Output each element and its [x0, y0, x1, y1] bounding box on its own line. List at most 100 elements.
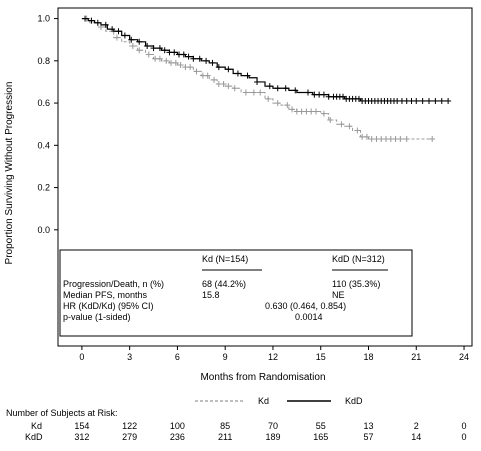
- summary-row-label: Progression/Death, n (%): [63, 279, 164, 289]
- km-chart: 0 3 6 9 12 15 18 21 24 0.0 0.2 0.4 0.6 0.8 1.0 Kd (N=1…: [4, 7, 473, 406]
- censor-mark: [128, 36, 135, 43]
- p-value-label: p-value (1-sided): [63, 312, 131, 322]
- legend-kd-label: Kd: [258, 396, 269, 406]
- risk-cell: 312: [74, 432, 90, 442]
- censor-mark: [171, 49, 178, 56]
- hr-label: HR (KdD/Kd) (95% CI): [63, 301, 154, 311]
- censor-mark: [115, 28, 122, 35]
- censor-mark: [413, 97, 420, 104]
- censor-mark: [432, 97, 439, 104]
- risk-cell: 211: [218, 432, 233, 442]
- risk-cell: 57: [363, 432, 374, 442]
- censor-mark: [180, 51, 187, 58]
- censor-mark: [109, 26, 116, 33]
- censor-mark: [211, 76, 218, 83]
- risk-cell: 0: [461, 421, 467, 431]
- x-tick-label: 15: [316, 352, 326, 362]
- censor-mark: [320, 91, 327, 98]
- risk-cell: 70: [267, 421, 278, 431]
- p-value: 0.0014: [295, 312, 323, 322]
- censor-mark: [231, 85, 238, 92]
- censor-mark: [193, 68, 200, 75]
- censor-mark: [136, 47, 143, 54]
- censor-mark: [215, 64, 222, 71]
- censor-mark: [274, 100, 281, 107]
- censor-mark: [312, 108, 319, 115]
- censor-mark: [225, 66, 232, 73]
- risk-cell: 122: [122, 421, 138, 431]
- legend: Kd KdD: [195, 396, 363, 406]
- censor-mark: [220, 81, 227, 88]
- censor-mark: [346, 123, 353, 130]
- plot-border: [57, 7, 473, 347]
- censor-mark: [254, 78, 261, 85]
- risk-cell: 189: [265, 432, 281, 442]
- y-tick-label: 0.6: [37, 98, 50, 108]
- risk-cell: 279: [122, 432, 138, 442]
- censor-mark: [257, 89, 264, 96]
- censor-mark: [282, 85, 289, 92]
- summary-header-kd: Kd (N=154): [202, 254, 248, 264]
- risk-row-label: Kd: [31, 421, 43, 431]
- plot-frame: [57, 7, 473, 347]
- censor-mark: [150, 45, 157, 52]
- censor-mark: [88, 17, 95, 24]
- censor-mark: [156, 55, 163, 62]
- axis-ticks: 0 3 6 9 12 15 18 21 24 0.0 0.2 0.4 0.6 0.8 1.0: [37, 14, 469, 362]
- censor-mark: [327, 116, 334, 123]
- censor-mark: [187, 64, 194, 71]
- censor-mark: [304, 89, 311, 96]
- censor-mark: [145, 51, 152, 58]
- censor-mark: [163, 57, 170, 64]
- censor-mark: [161, 47, 168, 54]
- y-tick-label: 0.4: [37, 140, 50, 150]
- x-tick-label: 24: [459, 352, 469, 362]
- summary-header-kdd: KdD (N=312): [332, 254, 385, 264]
- censor-mark: [113, 34, 120, 41]
- series-kdd-line: [81, 17, 449, 102]
- summary-row-kd: 15.8: [202, 290, 220, 300]
- y-tick-label: 0.2: [37, 183, 50, 193]
- censor-mark: [204, 72, 211, 79]
- summary-row-kd: 68 (44.2%): [202, 279, 246, 289]
- censor-mark: [144, 43, 151, 50]
- x-axis-label: Months from Randomisation: [200, 372, 325, 383]
- censor-mark: [438, 97, 445, 104]
- summary-table: Kd (N=154) KdD (N=312) Progression/Death, …: [59, 249, 413, 337]
- summary-row-label: Median PFS, months: [63, 290, 148, 300]
- censor-mark: [320, 110, 327, 117]
- x-tick-label: 18: [363, 352, 373, 362]
- censor-mark: [419, 97, 426, 104]
- risk-table-title: Number of Subjects at Risk:: [6, 408, 118, 418]
- censor-mark: [250, 89, 257, 96]
- risk-cell: 165: [313, 432, 329, 442]
- censor-mark: [196, 55, 203, 62]
- censor-mark: [340, 93, 347, 100]
- censor-mark: [426, 97, 433, 104]
- censor-mark: [289, 106, 296, 113]
- censor-mark: [292, 87, 299, 94]
- series-layer: [81, 15, 452, 142]
- x-tick-label: 21: [411, 352, 421, 362]
- hr-value: 0.630 (0.464, 0.854): [265, 301, 346, 311]
- censor-mark: [445, 97, 452, 104]
- y-tick-label: 0.0: [37, 225, 50, 235]
- x-tick-label: 6: [175, 352, 180, 362]
- censor-mark: [284, 102, 291, 109]
- censor-mark: [397, 135, 404, 142]
- censor-mark: [203, 57, 210, 64]
- censor-mark: [172, 59, 179, 66]
- risk-cell: 2: [413, 421, 419, 431]
- censor-mark: [121, 32, 128, 39]
- censor-mark: [129, 43, 136, 50]
- y-axis-label: Proportion Surviving Without Progression: [4, 82, 15, 265]
- censor-mark: [242, 89, 249, 96]
- censor-mark: [274, 85, 281, 92]
- censor-mark: [355, 95, 362, 102]
- risk-cell: 55: [315, 421, 326, 431]
- risk-cell: 14: [411, 432, 422, 442]
- summary-table-border: [59, 249, 413, 337]
- censor-mark: [266, 83, 273, 90]
- censor-mark: [244, 72, 251, 79]
- risk-table: Number of Subjects at Risk: Kd 154 122 100 8…: [0, 406, 481, 451]
